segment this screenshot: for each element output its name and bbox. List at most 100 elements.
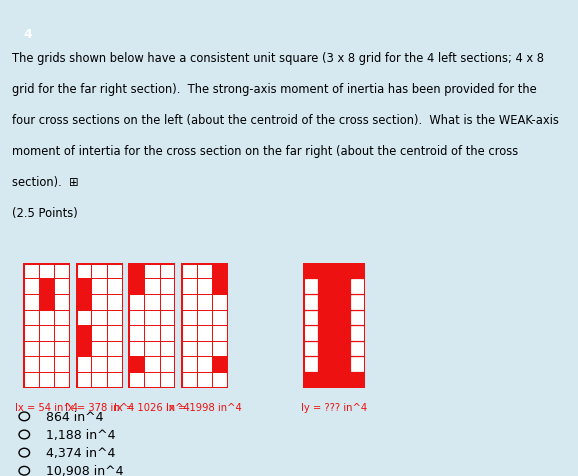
Bar <box>212 372 228 388</box>
Bar <box>197 372 212 388</box>
Text: Ix = 1026 in^4: Ix = 1026 in^4 <box>114 402 190 412</box>
Bar <box>91 279 107 295</box>
Bar <box>181 357 197 372</box>
Bar <box>197 310 212 326</box>
Bar <box>212 341 228 357</box>
Bar <box>350 295 365 310</box>
Bar <box>107 279 123 295</box>
Bar <box>128 310 144 326</box>
Bar <box>212 295 228 310</box>
Bar <box>91 326 107 341</box>
Bar <box>160 263 175 279</box>
Bar <box>91 341 107 357</box>
Bar <box>144 357 160 372</box>
Bar <box>39 341 54 357</box>
Bar <box>350 310 365 326</box>
Bar <box>160 372 175 388</box>
Text: grid for the far right section).  The strong-axis moment of inertia has been pro: grid for the far right section). The str… <box>12 83 536 96</box>
Text: Ix = 1998 in^4: Ix = 1998 in^4 <box>166 402 242 412</box>
Text: 4,374 in^4: 4,374 in^4 <box>46 446 116 459</box>
Bar <box>107 357 123 372</box>
Bar <box>144 326 160 341</box>
Bar <box>54 310 70 326</box>
Bar <box>212 263 228 279</box>
Bar <box>23 310 39 326</box>
Bar <box>350 326 365 341</box>
Bar <box>76 326 91 341</box>
Bar <box>76 310 91 326</box>
Bar <box>303 295 318 310</box>
Bar <box>23 357 39 372</box>
Bar <box>23 263 39 279</box>
Bar <box>160 279 175 295</box>
Bar <box>303 341 318 357</box>
Bar <box>128 279 144 295</box>
Text: Ix = 378 in^4: Ix = 378 in^4 <box>65 402 134 412</box>
Bar <box>23 341 39 357</box>
Bar <box>181 279 197 295</box>
Bar <box>76 279 91 295</box>
Bar <box>160 341 175 357</box>
Bar <box>39 295 54 310</box>
Bar <box>91 372 107 388</box>
Bar <box>197 341 212 357</box>
Text: 1,188 in^4: 1,188 in^4 <box>46 428 116 441</box>
Bar <box>181 372 197 388</box>
Bar <box>144 341 160 357</box>
Bar <box>39 310 54 326</box>
Bar <box>76 357 91 372</box>
Bar <box>23 295 39 310</box>
Bar <box>197 279 212 295</box>
Text: (2.5 Points): (2.5 Points) <box>12 207 77 219</box>
Bar <box>212 279 228 295</box>
Bar <box>54 341 70 357</box>
Bar <box>91 310 107 326</box>
Text: Iy = ??? in^4: Iy = ??? in^4 <box>301 402 367 412</box>
Bar <box>212 326 228 341</box>
Bar <box>197 357 212 372</box>
Bar <box>128 295 144 310</box>
Text: section).  ⊞: section). ⊞ <box>12 176 78 188</box>
Bar <box>128 326 144 341</box>
Bar <box>144 295 160 310</box>
Bar <box>54 263 70 279</box>
Bar <box>128 357 144 372</box>
Text: four cross sections on the left (about the centroid of the cross section).  What: four cross sections on the left (about t… <box>12 114 558 127</box>
Bar <box>107 341 123 357</box>
Bar <box>23 279 39 295</box>
Bar <box>107 295 123 310</box>
Text: The grids shown below have a consistent unit square (3 x 8 grid for the 4 left s: The grids shown below have a consistent … <box>12 52 543 65</box>
Bar <box>23 326 39 341</box>
Bar <box>76 372 91 388</box>
Bar <box>128 263 144 279</box>
Bar <box>303 326 318 341</box>
Bar <box>54 357 70 372</box>
Bar <box>76 263 91 279</box>
Bar <box>350 279 365 295</box>
Bar <box>144 310 160 326</box>
Text: 864 in^4: 864 in^4 <box>46 410 103 423</box>
Bar <box>144 372 160 388</box>
Bar <box>91 295 107 310</box>
Bar <box>181 263 197 279</box>
Bar <box>181 295 197 310</box>
Bar <box>160 310 175 326</box>
Bar <box>181 310 197 326</box>
Bar <box>54 372 70 388</box>
Bar <box>76 341 91 357</box>
Bar <box>197 326 212 341</box>
Bar <box>160 326 175 341</box>
Bar <box>160 295 175 310</box>
Bar <box>181 326 197 341</box>
Bar <box>39 372 54 388</box>
Bar <box>54 295 70 310</box>
Bar <box>128 372 144 388</box>
Bar <box>160 357 175 372</box>
Bar <box>107 263 123 279</box>
Bar <box>91 263 107 279</box>
Bar <box>23 372 39 388</box>
Bar <box>212 310 228 326</box>
Bar <box>350 341 365 357</box>
Bar <box>350 357 365 372</box>
Bar <box>76 295 91 310</box>
